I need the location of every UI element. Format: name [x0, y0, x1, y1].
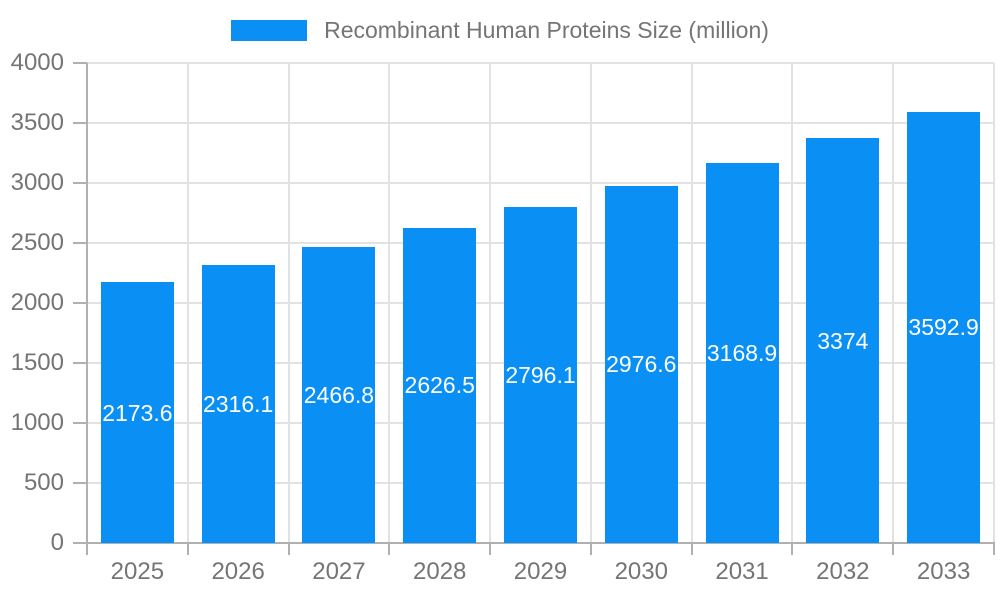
- y-gridline: [87, 62, 994, 64]
- y-tick: [73, 362, 87, 364]
- y-axis-label: 2000: [10, 289, 64, 316]
- y-axis-label: 4000: [10, 49, 64, 76]
- y-tick: [73, 542, 87, 544]
- x-tick: [791, 543, 794, 555]
- legend-swatch[interactable]: [231, 20, 308, 41]
- x-axis-label: 2032: [816, 558, 870, 585]
- x-gridline: [791, 63, 794, 543]
- y-gridline: [87, 182, 994, 184]
- x-gridline: [993, 63, 995, 543]
- x-axis-label: 2028: [413, 558, 467, 585]
- bar-2026: 2316.1: [201, 265, 275, 543]
- bar-2031: 3168.9: [705, 162, 779, 543]
- x-tick: [690, 543, 693, 555]
- y-tick: [73, 122, 87, 124]
- x-axis-label: 2027: [312, 558, 366, 585]
- y-tick: [73, 242, 87, 244]
- y-tick: [73, 482, 87, 484]
- bar-value-label: 2466.8: [303, 381, 375, 408]
- x-tick: [186, 543, 189, 555]
- legend-label[interactable]: Recombinant Human Proteins Size (million…: [324, 17, 769, 43]
- x-axis-label: 2029: [513, 558, 568, 585]
- bar-2027: 2466.8: [302, 246, 376, 543]
- bar-2032: 3374: [806, 138, 880, 543]
- x-gridline: [388, 63, 391, 543]
- bar-value-label: 3374: [817, 327, 869, 354]
- y-axis-label: 500: [23, 469, 64, 496]
- y-tick: [73, 422, 87, 424]
- x-gridline: [489, 63, 492, 543]
- bar-2029: 2796.1: [504, 207, 577, 543]
- y-axis-label: 3500: [10, 109, 64, 136]
- x-axis-label: 2025: [110, 558, 165, 585]
- bar-value-label: 3168.9: [706, 339, 778, 366]
- x-axis-label: 2033: [916, 558, 971, 585]
- y-tick: [73, 62, 87, 64]
- y-tick: [73, 182, 87, 184]
- bar-value-label: 2796.1: [505, 362, 576, 389]
- y-axis-label: 2500: [10, 229, 64, 256]
- bar-value-label: 2626.5: [404, 372, 475, 399]
- bar-2025: 2173.6: [100, 282, 174, 543]
- bar-value-label: 2976.6: [606, 351, 677, 378]
- legend[interactable]: Recombinant Human Proteins Size (million…: [0, 19, 1000, 42]
- y-tick: [73, 302, 87, 304]
- x-axis-label: 2030: [614, 558, 668, 585]
- y-axis-label: 1500: [10, 349, 64, 376]
- x-tick: [892, 543, 895, 555]
- x-tick: [287, 543, 290, 555]
- y-axis-line: [86, 63, 88, 555]
- x-tick: [589, 543, 592, 555]
- x-gridline: [287, 63, 290, 543]
- bar-value-label: 2316.1: [202, 391, 274, 418]
- x-tick: [388, 543, 391, 555]
- x-tick: [489, 543, 492, 555]
- y-axis-label: 0: [50, 529, 64, 556]
- y-gridline: [87, 122, 994, 124]
- x-axis-label: 2031: [715, 558, 769, 585]
- x-gridline: [892, 63, 895, 543]
- y-axis-label: 3000: [10, 169, 64, 196]
- y-axis-label: 1000: [10, 409, 64, 436]
- x-gridline: [186, 63, 189, 543]
- bar-value-label: 2173.6: [102, 399, 173, 426]
- bar-2033: 3592.9: [907, 111, 981, 543]
- x-gridline: [589, 63, 592, 543]
- bar-value-label: 3592.9: [908, 314, 979, 341]
- x-axis-label: 2026: [211, 558, 265, 585]
- x-tick: [993, 543, 995, 555]
- bar-2030: 2976.6: [604, 185, 678, 543]
- bar-2028: 2626.5: [403, 227, 477, 543]
- x-gridline: [690, 63, 693, 543]
- x-axis-line: [86, 542, 995, 544]
